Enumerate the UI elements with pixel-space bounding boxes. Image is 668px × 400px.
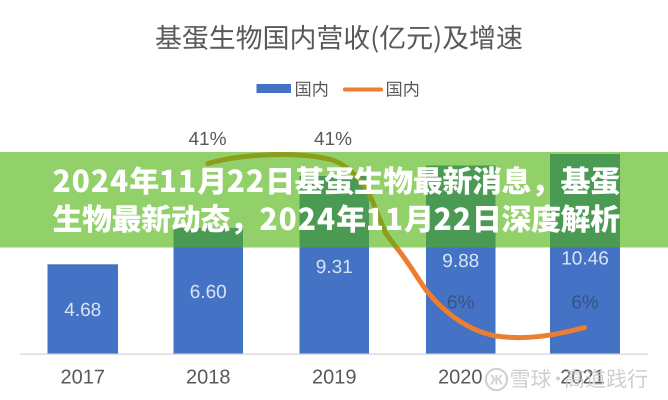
svg-text:41%: 41% bbox=[314, 129, 352, 150]
svg-text:6%: 6% bbox=[571, 292, 599, 313]
svg-text:6.60: 6.60 bbox=[190, 282, 227, 303]
svg-text:10.46: 10.46 bbox=[561, 248, 609, 269]
svg-text:Ж: Ж bbox=[489, 372, 503, 388]
svg-text:6%: 6% bbox=[447, 292, 475, 313]
svg-text:9.31: 9.31 bbox=[316, 257, 353, 278]
svg-text:2020: 2020 bbox=[438, 367, 483, 389]
svg-text:2019: 2019 bbox=[312, 367, 357, 389]
svg-text:41%: 41% bbox=[188, 129, 226, 150]
svg-text:2017: 2017 bbox=[61, 367, 106, 389]
svg-text:9.88: 9.88 bbox=[442, 251, 479, 272]
svg-text:4.68: 4.68 bbox=[64, 300, 101, 321]
svg-text:2018: 2018 bbox=[186, 367, 231, 389]
